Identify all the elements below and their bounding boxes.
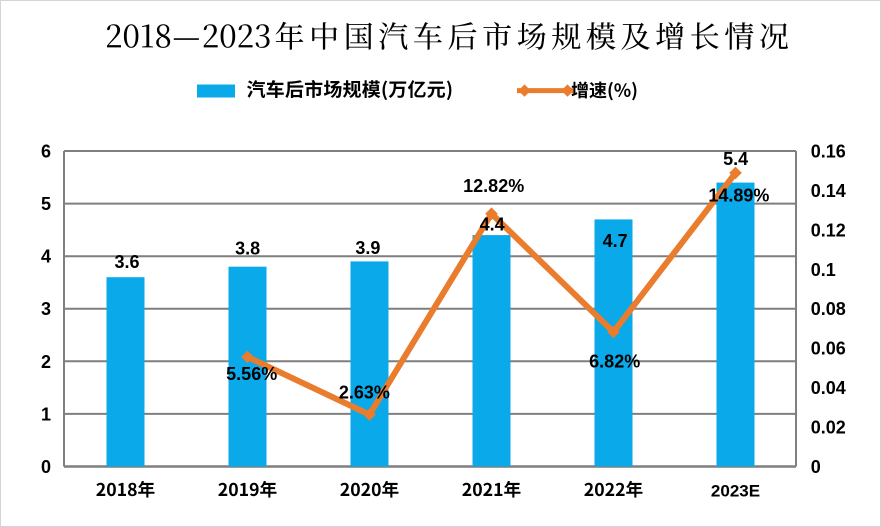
svg-text:6.82%: 6.82%: [589, 352, 640, 372]
svg-text:6: 6: [41, 142, 51, 162]
svg-text:0.02: 0.02: [811, 418, 846, 438]
svg-text:5: 5: [41, 194, 51, 214]
svg-text:0: 0: [41, 457, 51, 477]
svg-text:2.63%: 2.63%: [339, 383, 390, 403]
svg-text:4.4: 4.4: [480, 214, 505, 234]
svg-text:2023E: 2023E: [711, 481, 760, 500]
svg-text:0.08: 0.08: [811, 299, 846, 319]
svg-text:12.82%: 12.82%: [463, 176, 524, 196]
svg-text:0.12: 0.12: [811, 220, 846, 240]
svg-text:5.4: 5.4: [723, 149, 748, 169]
svg-text:3.9: 3.9: [355, 238, 380, 258]
svg-text:0.16: 0.16: [811, 142, 846, 162]
svg-text:0.06: 0.06: [811, 339, 846, 359]
svg-text:4: 4: [41, 247, 51, 267]
svg-text:14.89%: 14.89%: [708, 185, 769, 205]
svg-text:5.56%: 5.56%: [226, 364, 277, 384]
svg-text:1: 1: [41, 404, 51, 424]
svg-text:0: 0: [811, 457, 821, 477]
svg-text:4.7: 4.7: [603, 231, 628, 251]
svg-text:0.04: 0.04: [811, 378, 846, 398]
svg-text:3.8: 3.8: [235, 239, 260, 259]
svg-text:0.14: 0.14: [811, 181, 846, 201]
svg-text:0.1: 0.1: [811, 260, 836, 280]
svg-text:3.6: 3.6: [114, 252, 139, 272]
svg-text:3: 3: [41, 299, 51, 319]
svg-text:2: 2: [41, 352, 51, 372]
